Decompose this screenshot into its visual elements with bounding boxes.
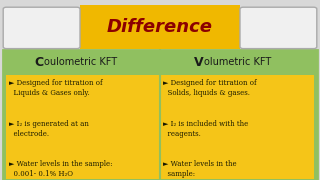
FancyBboxPatch shape [3, 50, 317, 180]
Text: ► Designed for titration of
  Solids, liquids & gases.: ► Designed for titration of Solids, liqu… [163, 79, 257, 97]
Text: oulometric KFT: oulometric KFT [44, 57, 117, 67]
FancyBboxPatch shape [6, 75, 314, 179]
FancyBboxPatch shape [80, 5, 240, 49]
Text: Difference: Difference [107, 18, 213, 36]
Text: V: V [194, 56, 203, 69]
Text: ► Water levels in the
  sample:
  0.1-100% H₂O: ► Water levels in the sample: 0.1-100% H… [163, 160, 237, 180]
Text: ► Designed for titration of
  Liquids & Gases only.: ► Designed for titration of Liquids & Ga… [9, 79, 103, 97]
Text: olumetric KFT: olumetric KFT [204, 57, 271, 67]
FancyBboxPatch shape [3, 7, 80, 49]
Text: ► Water levels in the sample:
  0.001- 0.1% H₂O: ► Water levels in the sample: 0.001- 0.1… [9, 160, 112, 178]
FancyBboxPatch shape [240, 7, 317, 49]
FancyBboxPatch shape [3, 50, 317, 74]
Text: ► I₂ is generated at an
  electrode.: ► I₂ is generated at an electrode. [9, 120, 89, 138]
Text: C: C [34, 56, 43, 69]
Text: ► I₂ is included with the
  reagents.: ► I₂ is included with the reagents. [163, 120, 248, 138]
